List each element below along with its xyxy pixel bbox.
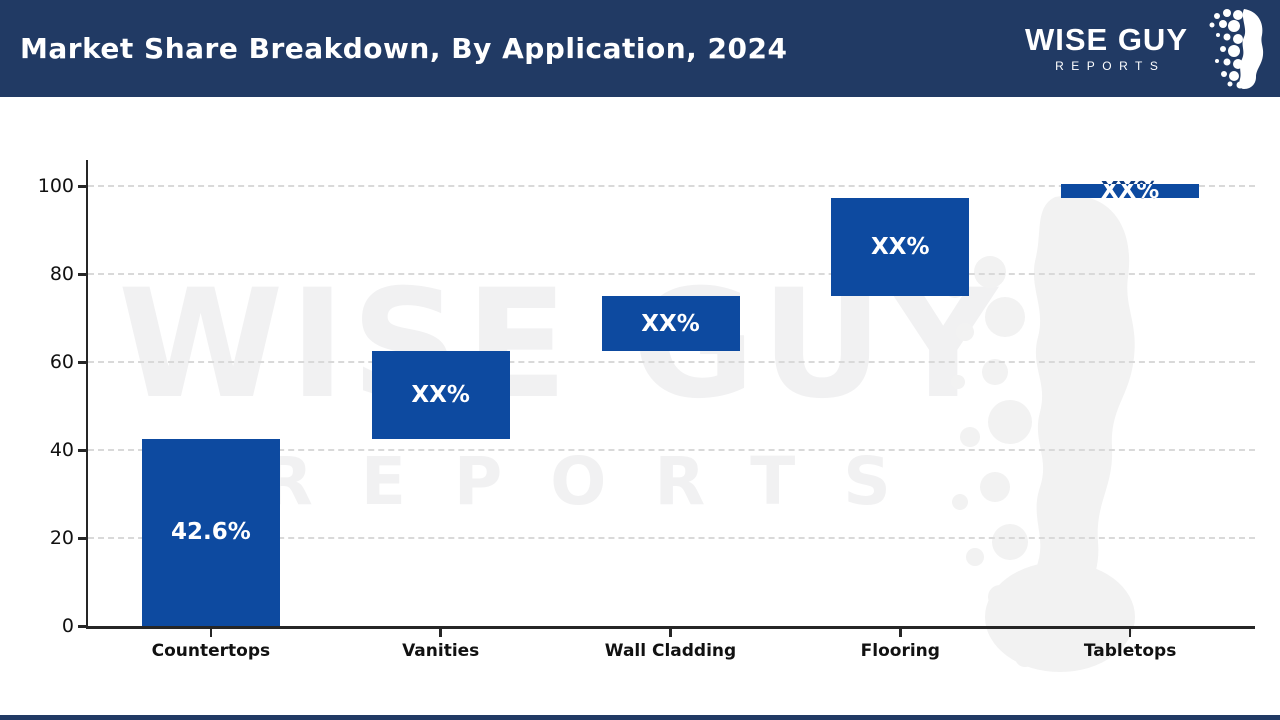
page-title: Market Share Breakdown, By Application, … [20,32,788,65]
logo-face-icon [1209,8,1264,89]
wise-guy-logo: WISE GUY REPORTS [1025,7,1280,91]
header: Market Share Breakdown, By Application, … [0,0,1280,97]
logo-subtitle: REPORTS [1055,59,1166,73]
footer-bar [0,715,1280,720]
watermark-face-icon [944,195,1135,672]
chart-area: WISE GUY REPORTS [0,97,1280,715]
watermark-subtitle: REPORTS [262,443,939,520]
logo-text: WISE GUY REPORTS [1025,24,1188,73]
logo-wordmark: WISE GUY [1024,22,1188,57]
